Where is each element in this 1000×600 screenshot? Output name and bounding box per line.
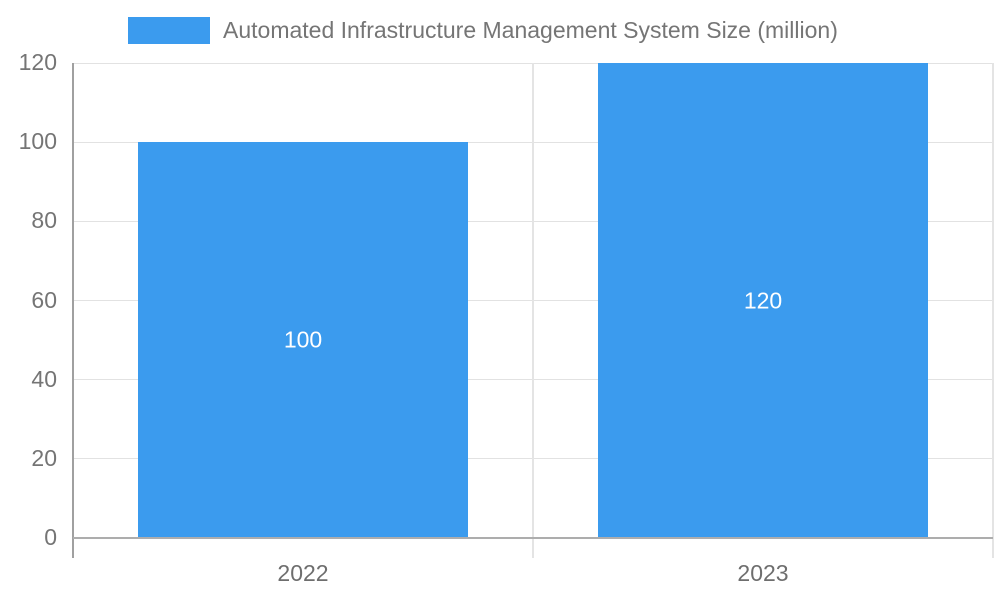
x-axis-tick-2022: 2022 [277,560,329,586]
legend-swatch-icon [128,17,210,44]
y-axis-tick-100: 100 [18,128,57,155]
category-boundary-line [532,63,534,558]
y-axis-tick-80: 80 [31,207,57,234]
x-axis-line [73,537,993,539]
y-axis-tick-20: 20 [31,444,57,471]
legend[interactable]: Automated Infrastructure Management Syst… [128,17,838,44]
y-axis-tick-120: 120 [18,49,57,76]
y-axis-tick-60: 60 [31,286,57,313]
y-axis-line [72,63,74,558]
bar-value-label-2022: 100 [283,326,323,353]
bar-value-label-2023: 120 [743,287,783,313]
y-axis-tick-40: 40 [31,365,57,392]
x-axis-tick-2023: 2023 [737,560,789,586]
legend-label: Automated Infrastructure Management Syst… [223,17,838,43]
bar-2023[interactable] [598,63,928,537]
category-boundary-line [992,63,994,558]
y-axis-tick-0: 0 [44,524,57,551]
bar-2022[interactable] [138,142,468,537]
